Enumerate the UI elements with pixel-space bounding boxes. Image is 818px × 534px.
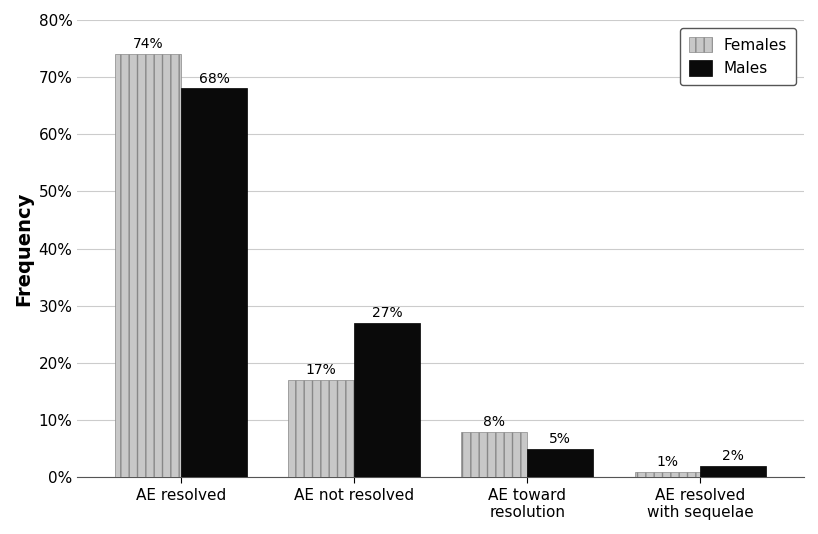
Text: 68%: 68%: [199, 72, 230, 85]
Y-axis label: Frequency: Frequency: [14, 191, 33, 306]
Bar: [700, 466, 766, 477]
Text: 1%: 1%: [656, 455, 678, 469]
Bar: [461, 431, 528, 477]
Legend: Females, Males: Females, Males: [680, 28, 797, 85]
Text: 5%: 5%: [549, 432, 571, 446]
Text: 27%: 27%: [371, 306, 402, 320]
Text: 17%: 17%: [306, 363, 337, 377]
Text: 74%: 74%: [133, 37, 164, 51]
Text: 2%: 2%: [722, 449, 744, 463]
Bar: [181, 89, 247, 477]
Bar: [289, 380, 354, 477]
Text: 8%: 8%: [483, 415, 506, 429]
Bar: [354, 323, 420, 477]
Bar: [115, 54, 181, 477]
Bar: [635, 472, 700, 477]
Bar: [528, 449, 593, 477]
